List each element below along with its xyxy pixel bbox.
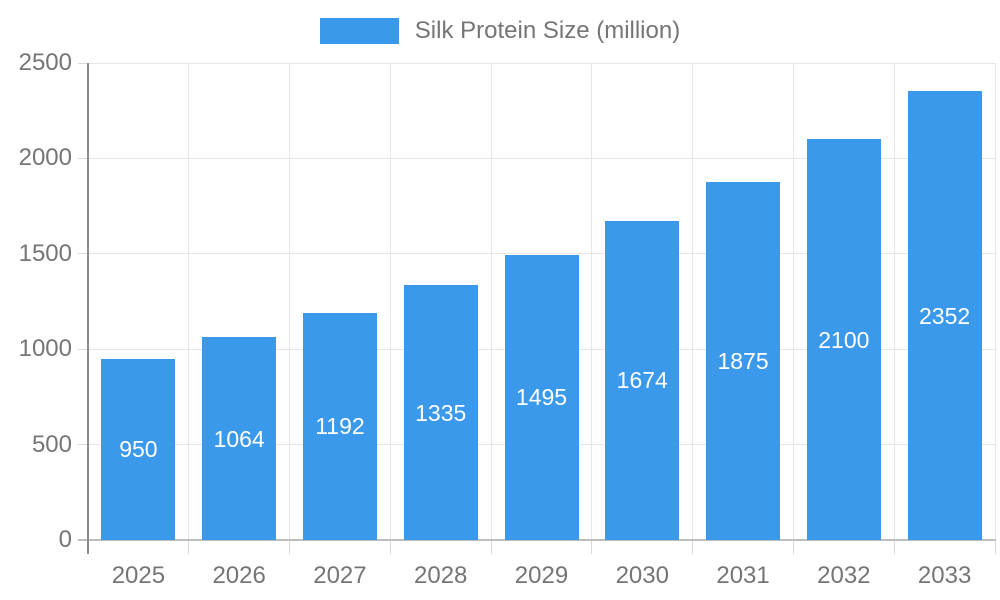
x-tick-label: 2028 [414, 562, 468, 589]
bar[interactable]: 2100 [806, 139, 881, 540]
x-tick-label: 2026 [212, 562, 266, 589]
y-tick-mark [78, 253, 88, 255]
x-tick-label: 2033 [917, 562, 972, 589]
y-tick-label: 0 [58, 526, 72, 553]
legend-swatch-icon [319, 18, 399, 44]
y-tick-label: 1500 [18, 239, 72, 267]
x-tick-label: 2032 [817, 562, 871, 589]
x-tick-mark [591, 540, 593, 554]
x-gridline [893, 63, 895, 540]
x-tick-mark [893, 540, 895, 554]
x-tick-mark [188, 540, 190, 554]
x-gridline [692, 63, 694, 540]
x-gridline [591, 63, 593, 540]
x-tick-mark [289, 540, 291, 554]
legend-label: Silk Protein Size (million) [414, 17, 681, 44]
y-axis-line [87, 63, 89, 554]
x-tick-mark [792, 540, 794, 554]
y-tick-label: 2000 [18, 144, 72, 172]
y-tick-label: 500 [31, 430, 72, 458]
x-tick-mark [389, 540, 391, 554]
bar-value-label: 2352 [919, 302, 971, 329]
y-gridline [88, 253, 995, 255]
legend[interactable]: Silk Protein Size (million) [0, 17, 1000, 45]
y-tick-mark [78, 62, 88, 64]
y-tick-mark [78, 348, 88, 350]
x-gridline [188, 63, 190, 540]
x-tick-mark [692, 540, 694, 554]
bar-value-label: 950 [119, 436, 158, 463]
x-gridline [792, 63, 794, 540]
bar-value-label: 1192 [315, 413, 365, 440]
bar-value-label: 1674 [616, 367, 668, 394]
plot-area: 0 500 1000 1500 2000 2500 950 2025 1064 2026 1192 2… [19, 49, 996, 589]
bar[interactable]: 1192 [302, 312, 377, 540]
y-gridline [88, 157, 995, 159]
bar-value-label: 1875 [717, 348, 769, 375]
x-tick-label: 2029 [514, 562, 569, 589]
bar-value-label: 1064 [213, 425, 265, 452]
bar-value-label: 1495 [515, 384, 568, 411]
x-tick-mark [994, 540, 996, 554]
bar[interactable]: 1064 [202, 337, 277, 540]
bar[interactable]: 1674 [605, 220, 680, 540]
bar[interactable]: 1875 [706, 182, 781, 540]
y-tick-label: 2500 [18, 49, 72, 76]
x-gridline [389, 63, 391, 540]
y-gridline [88, 62, 995, 64]
x-gridline [490, 63, 492, 540]
x-tick-label: 2025 [111, 562, 166, 589]
y-tick-mark [78, 444, 88, 446]
bar-value-label: 2100 [818, 326, 870, 353]
bar-value-label: 1335 [415, 399, 467, 426]
x-tick-label: 2031 [716, 562, 770, 589]
y-tick-mark [78, 157, 88, 159]
bar[interactable]: 1335 [403, 285, 478, 540]
x-gridline [994, 63, 996, 540]
x-tick-mark [490, 540, 492, 554]
y-tick-label: 1000 [18, 335, 72, 363]
bar[interactable]: 950 [101, 358, 176, 540]
x-gridline [289, 63, 291, 540]
bar[interactable]: 1495 [504, 254, 579, 540]
bar[interactable]: 2352 [907, 91, 982, 540]
x-tick-label: 2027 [313, 562, 367, 589]
x-axis-line [78, 539, 996, 541]
x-tick-label: 2030 [615, 562, 669, 589]
